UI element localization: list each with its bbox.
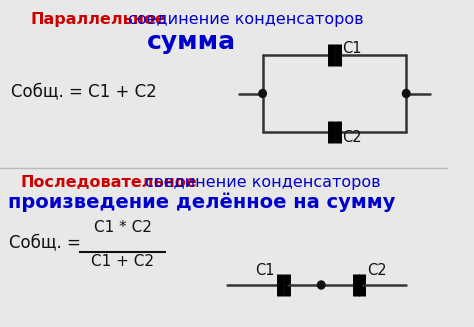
Text: С1: С1 bbox=[342, 41, 362, 56]
Text: соединение конденсаторов: соединение конденсаторов bbox=[140, 175, 381, 190]
Text: Параллельное: Параллельное bbox=[30, 12, 166, 27]
Text: Последовательное: Последовательное bbox=[21, 175, 198, 190]
Circle shape bbox=[259, 90, 266, 97]
Text: С2: С2 bbox=[342, 130, 362, 145]
Text: Собщ. =: Собщ. = bbox=[9, 233, 82, 251]
Text: С1 + С2: С1 + С2 bbox=[91, 254, 155, 269]
Circle shape bbox=[402, 90, 410, 97]
Text: С1: С1 bbox=[255, 263, 275, 278]
Text: соединение конденсаторов: соединение конденсаторов bbox=[123, 12, 364, 27]
Text: произведение делённое на сумму: произведение делённое на сумму bbox=[8, 193, 395, 213]
Circle shape bbox=[318, 281, 325, 289]
Text: Собщ. = С1 + С2: Собщ. = С1 + С2 bbox=[11, 82, 157, 100]
Text: С2: С2 bbox=[367, 263, 387, 278]
Text: С1 * С2: С1 * С2 bbox=[94, 220, 152, 235]
Text: сумма: сумма bbox=[146, 30, 236, 54]
